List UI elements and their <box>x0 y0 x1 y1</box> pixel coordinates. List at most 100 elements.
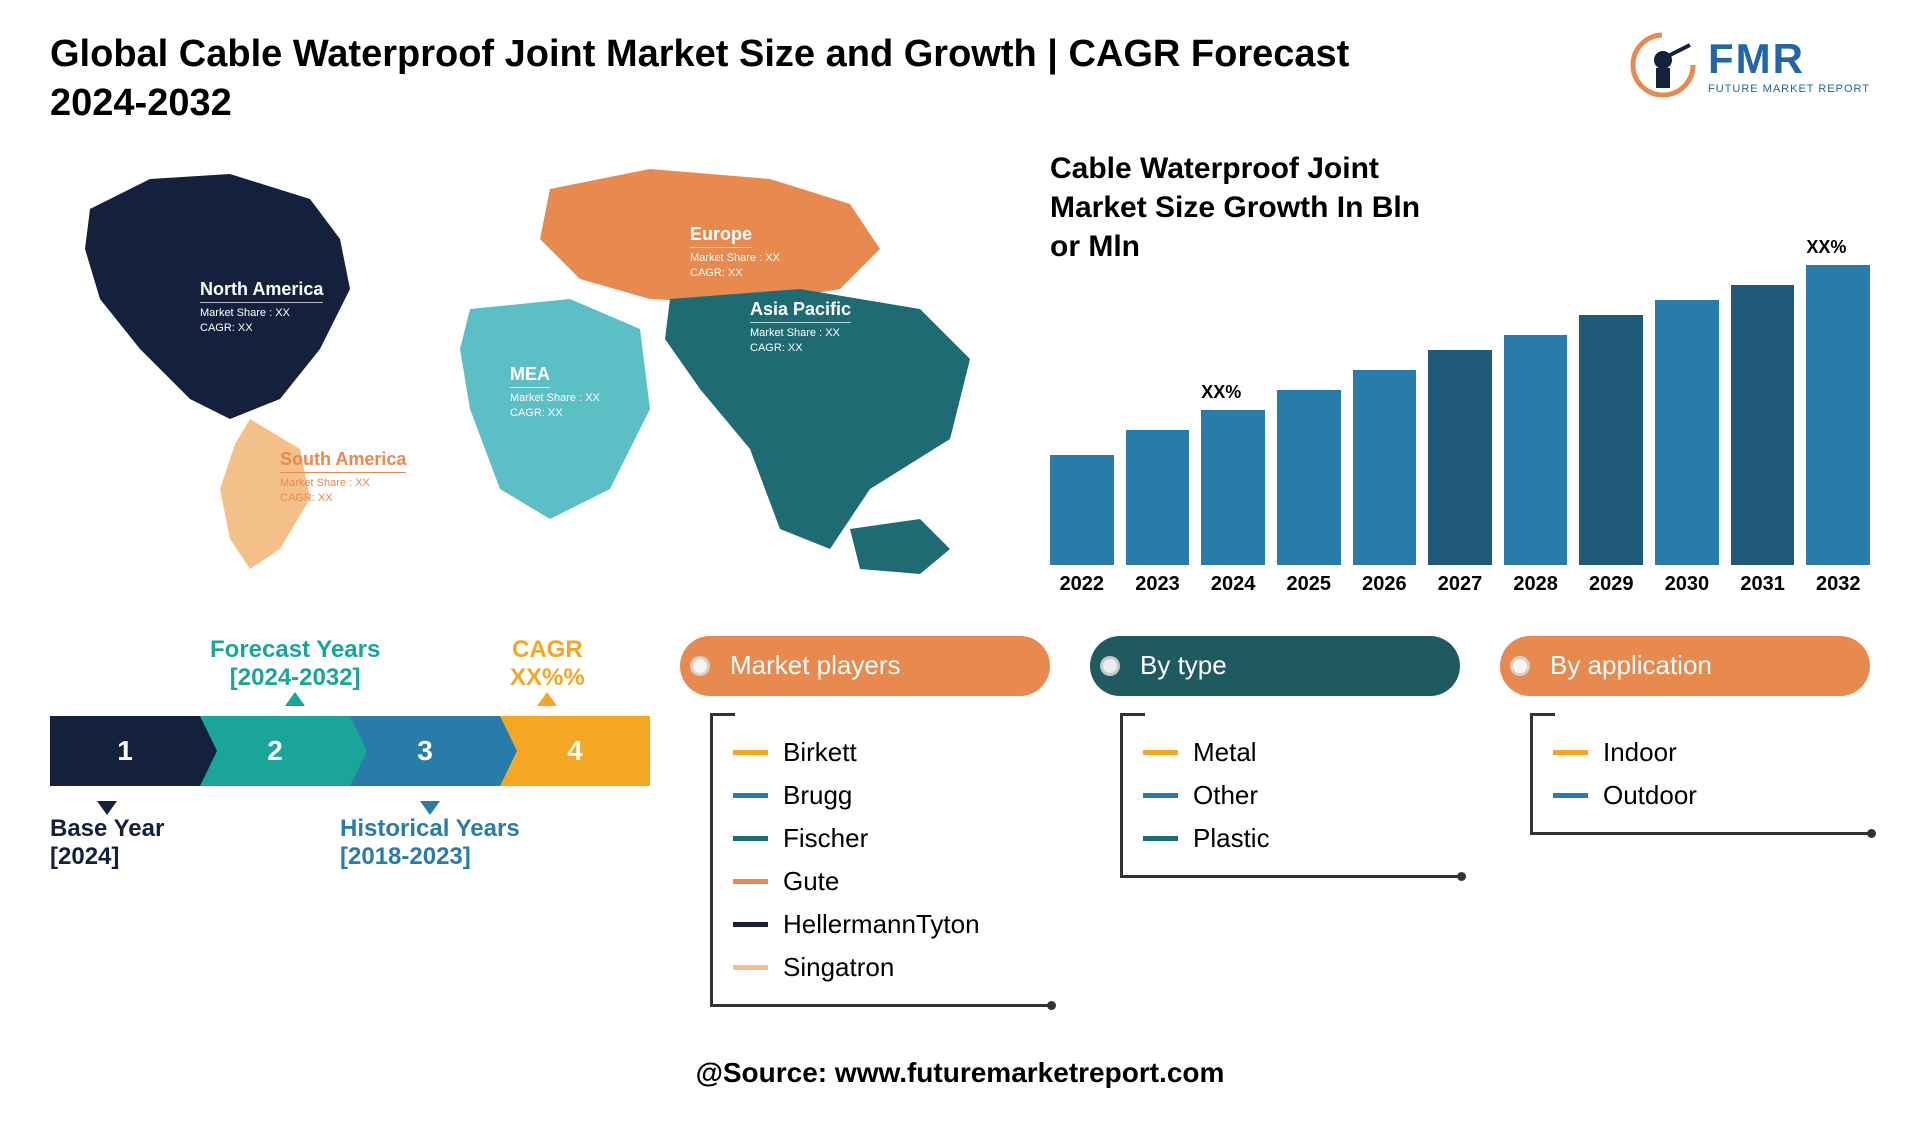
list-item-label: Indoor <box>1603 737 1677 768</box>
chart-bar <box>1655 300 1719 565</box>
header: Global Cable Waterproof Joint Market Siz… <box>50 30 1870 129</box>
column-list: Birkett Brugg Fischer Gute HellermannTyton Si… <box>710 716 1050 1007</box>
chart-bar <box>1504 335 1568 565</box>
bar-group: 2026 <box>1353 370 1417 596</box>
bar-group: 2023 <box>1126 430 1190 596</box>
bar-group: 2027 <box>1428 350 1492 596</box>
arrow-down-icon <box>97 801 117 815</box>
bar-group: 2031 <box>1731 285 1795 596</box>
bar-year-label: 2031 <box>1740 573 1785 596</box>
pill-dot-icon <box>1510 656 1530 676</box>
bar-year-label: 2025 <box>1286 573 1331 596</box>
bottom-section: Forecast Years[2024-2032]CAGRXX%% 1234 B… <box>50 636 1870 1007</box>
list-item: Fischer <box>733 817 1050 860</box>
timeline-top-label: CAGRXX%% <box>510 636 585 711</box>
list-dash-icon <box>1553 793 1588 798</box>
list-dash-icon <box>1143 836 1178 841</box>
column-header-pill: By application <box>1500 636 1870 696</box>
region-share: Market Share : XX <box>510 391 600 406</box>
region-name: MEA <box>510 364 550 388</box>
list-item-label: Fischer <box>783 823 868 854</box>
timeline-bottom-label: Base Year[2024] <box>50 796 164 871</box>
timeline-top-labels: Forecast Years[2024-2032]CAGRXX%% <box>50 636 650 706</box>
arrow-up-icon <box>537 692 557 706</box>
bar-group: 2029 <box>1579 315 1643 596</box>
region-name: South America <box>280 449 406 473</box>
chart-bar: XX% <box>1201 410 1265 565</box>
logo: FMR FUTURE MARKET REPORT <box>1628 30 1870 100</box>
list-item-label: Birkett <box>783 737 857 768</box>
list-item-label: Plastic <box>1193 823 1270 854</box>
chart-bar <box>1050 455 1114 565</box>
bar-group: XX% 2024 <box>1201 410 1265 596</box>
bar-group: XX%2032 <box>1806 265 1870 596</box>
bar-year-label: 2032 <box>1816 573 1861 596</box>
arrow-down-icon <box>420 801 440 815</box>
list-item: Birkett <box>733 731 1050 774</box>
chart-bar <box>1428 350 1492 565</box>
timeline-segment: 2 <box>200 716 350 786</box>
bar-group: 2028 <box>1504 335 1568 596</box>
column-title: By type <box>1140 650 1227 681</box>
timeline-segment: 4 <box>500 716 650 786</box>
tl-label-sub: [2024] <box>50 843 164 871</box>
top-section: North AmericaMarket Share : XXCAGR: XXSo… <box>50 149 1870 596</box>
list-dash-icon <box>733 836 768 841</box>
bar-year-label: 2030 <box>1665 573 1710 596</box>
list-item: Plastic <box>1143 817 1460 860</box>
region-share: Market Share : XX <box>690 251 780 266</box>
region-share: Market Share : XX <box>750 326 851 341</box>
list-item: Metal <box>1143 731 1460 774</box>
logo-text-main: FMR <box>1708 35 1870 83</box>
list-item: HellermannTyton <box>733 903 1050 946</box>
chart-bar <box>1579 315 1643 565</box>
timeline: Forecast Years[2024-2032]CAGRXX%% 1234 B… <box>50 636 650 876</box>
chart-title: Cable Waterproof Joint Market Size Growt… <box>1050 149 1450 266</box>
arrow-up-icon <box>285 692 305 706</box>
pill-dot-icon <box>1100 656 1120 676</box>
timeline-top-label: Forecast Years[2024-2032] <box>210 636 380 711</box>
region-name: North America <box>200 279 323 303</box>
bar-value-label: XX% <box>1806 237 1846 258</box>
column-title: Market players <box>730 650 901 681</box>
timeline-bottom-label: Historical Years[2018-2023] <box>340 796 520 871</box>
bar-year-label: 2024 <box>1211 573 1256 596</box>
list-item-label: Singatron <box>783 952 894 983</box>
source-attribution: @Source: www.futuremarketreport.com <box>50 1057 1870 1089</box>
tl-label-sub: XX%% <box>510 664 585 692</box>
list-dash-icon <box>733 750 768 755</box>
tl-label-text: Base Year <box>50 815 164 843</box>
bar-year-label: 2027 <box>1438 573 1483 596</box>
bar-group: 2030 <box>1655 300 1719 596</box>
region-name: Europe <box>690 224 752 248</box>
timeline-bar: 1234 <box>50 716 650 786</box>
bar-group: 2022 <box>1050 455 1114 596</box>
list-item-label: Gute <box>783 866 839 897</box>
list-item-label: Brugg <box>783 780 852 811</box>
chart-bar <box>1126 430 1190 565</box>
chart-bar <box>1731 285 1795 565</box>
info-column: Market players Birkett Brugg Fischer Gute Hel… <box>680 636 1050 1007</box>
info-columns: Market players Birkett Brugg Fischer Gute Hel… <box>680 636 1870 1007</box>
region-label-na: North AmericaMarket Share : XXCAGR: XX <box>200 279 323 337</box>
list-item: Indoor <box>1553 731 1870 774</box>
list-dash-icon <box>1143 793 1178 798</box>
column-list: MetalOtherPlastic <box>1120 716 1460 878</box>
list-item-label: Metal <box>1193 737 1257 768</box>
bar-year-label: 2023 <box>1135 573 1180 596</box>
logo-text-sub: FUTURE MARKET REPORT <box>1708 83 1870 95</box>
region-label-eu: EuropeMarket Share : XXCAGR: XX <box>690 224 780 282</box>
list-item: Singatron <box>733 946 1050 989</box>
region-cagr: CAGR: XX <box>280 491 406 506</box>
list-item: Brugg <box>733 774 1050 817</box>
bar-year-label: 2022 <box>1060 573 1105 596</box>
bar-year-label: 2026 <box>1362 573 1407 596</box>
column-header-pill: By type <box>1090 636 1460 696</box>
timeline-segment: 1 <box>50 716 200 786</box>
list-dash-icon <box>733 922 768 927</box>
region-cagr: CAGR: XX <box>200 321 323 336</box>
column-list: IndoorOutdoor <box>1530 716 1870 835</box>
region-australia <box>850 519 950 574</box>
region-label-sa: South AmericaMarket Share : XXCAGR: XX <box>280 449 406 507</box>
column-header-pill: Market players <box>680 636 1050 696</box>
